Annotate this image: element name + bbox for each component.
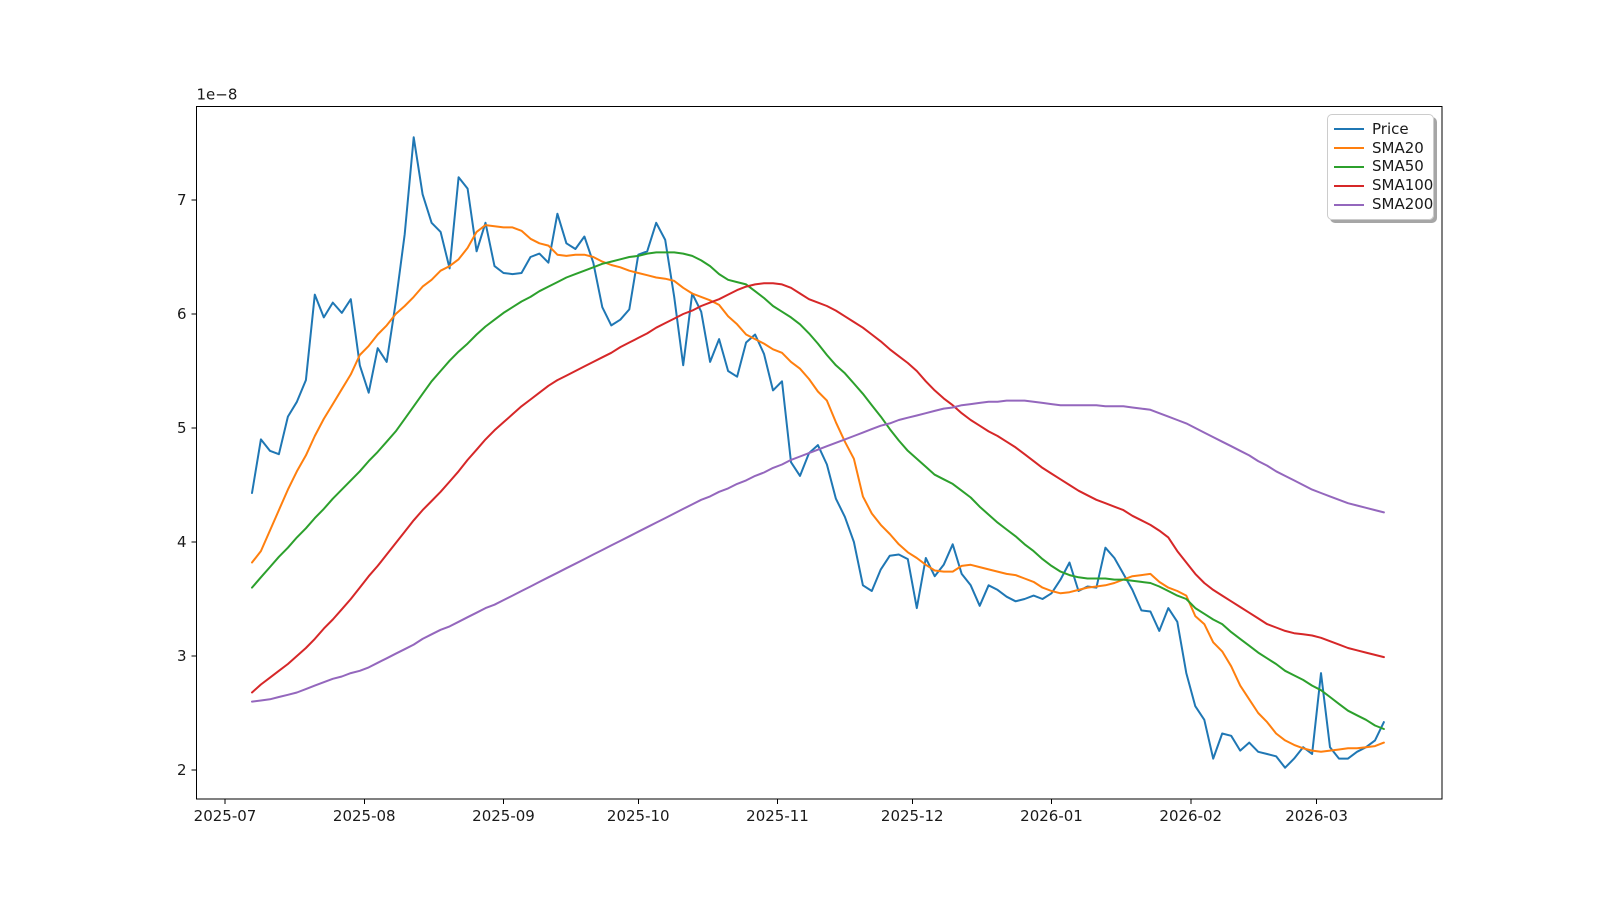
- x-tick-label: 2026-02: [1159, 807, 1222, 825]
- legend-label: Price: [1372, 119, 1409, 138]
- y-tick-label: 6: [177, 305, 187, 323]
- legend-item-sma100[interactable]: SMA100: [1334, 177, 1433, 195]
- y-tick-label: 4: [177, 533, 187, 551]
- x-tick-label: 2026-01: [1020, 807, 1083, 825]
- legend[interactable]: Price SMA20 SMA50 SMA100 SMA200: [1327, 114, 1434, 220]
- series-line-sma50: [251, 251, 1385, 730]
- series-line-sma200: [251, 399, 1385, 703]
- series-line-sma20: [251, 224, 1385, 753]
- series-line-price: [251, 136, 1385, 769]
- y-tick-label: 3: [177, 647, 187, 665]
- x-tick-label: 2025-10: [607, 807, 670, 825]
- legend-label: SMA100: [1372, 176, 1434, 195]
- x-tick-label: 2025-11: [746, 807, 809, 825]
- legend-item-sma200[interactable]: SMA200: [1334, 196, 1433, 214]
- legend-line-swatch-sma20: [1334, 147, 1364, 150]
- legend-item-price[interactable]: Price: [1334, 120, 1425, 138]
- axes-frame: [196, 106, 1443, 800]
- y-tick-label: 7: [177, 191, 187, 209]
- x-tick-label: 2025-07: [194, 807, 257, 825]
- legend-label: SMA20: [1372, 138, 1424, 157]
- y-tick-label: 5: [177, 419, 187, 437]
- legend-line-swatch-sma50: [1334, 165, 1364, 168]
- x-tick-label: 2026-03: [1285, 807, 1348, 825]
- legend-line-swatch-sma100: [1334, 184, 1364, 187]
- legend-label: SMA50: [1372, 157, 1424, 176]
- x-tick-label: 2025-09: [472, 807, 535, 825]
- y-axis-offset-label: 1e−8: [197, 86, 238, 104]
- legend-item-sma20[interactable]: SMA20: [1334, 139, 1425, 157]
- x-tick-label: 2025-12: [881, 807, 944, 825]
- x-tick-label: 2025-08: [333, 807, 396, 825]
- series-line-sma100: [251, 282, 1385, 694]
- y-tick-label: 2: [177, 761, 187, 779]
- legend-line-swatch-sma200: [1334, 203, 1364, 206]
- legend-line-swatch-price: [1334, 128, 1364, 131]
- legend-label: SMA200: [1372, 195, 1434, 214]
- legend-item-sma50[interactable]: SMA50: [1334, 158, 1425, 176]
